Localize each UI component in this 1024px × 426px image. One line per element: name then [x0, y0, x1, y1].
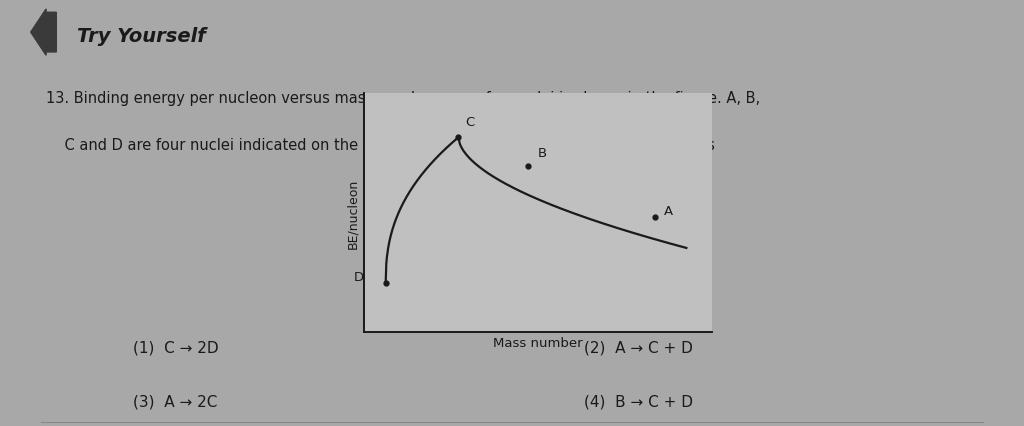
- Text: A: A: [665, 204, 674, 217]
- Text: B: B: [538, 147, 547, 160]
- Text: D: D: [354, 271, 365, 284]
- X-axis label: Mass number: Mass number: [493, 337, 583, 349]
- Text: (4)  B → C + D: (4) B → C + D: [584, 393, 692, 408]
- Text: 13. Binding energy per nucleon versus mass number curve for nuclei is shown in t: 13. Binding energy per nucleon versus ma…: [46, 91, 760, 106]
- Text: (1)  C → 2D: (1) C → 2D: [133, 340, 219, 354]
- Text: (3)  A → 2C: (3) A → 2C: [133, 393, 217, 408]
- Text: Try Yourself: Try Yourself: [77, 27, 206, 46]
- Y-axis label: BE/nucleon: BE/nucleon: [346, 178, 359, 248]
- FancyArrow shape: [31, 10, 56, 56]
- Text: C and D are four nuclei indicated on the curve. The process that would release e: C and D are four nuclei indicated on the…: [46, 138, 715, 153]
- Text: C: C: [465, 116, 474, 129]
- Text: (2)  A → C + D: (2) A → C + D: [584, 340, 692, 354]
